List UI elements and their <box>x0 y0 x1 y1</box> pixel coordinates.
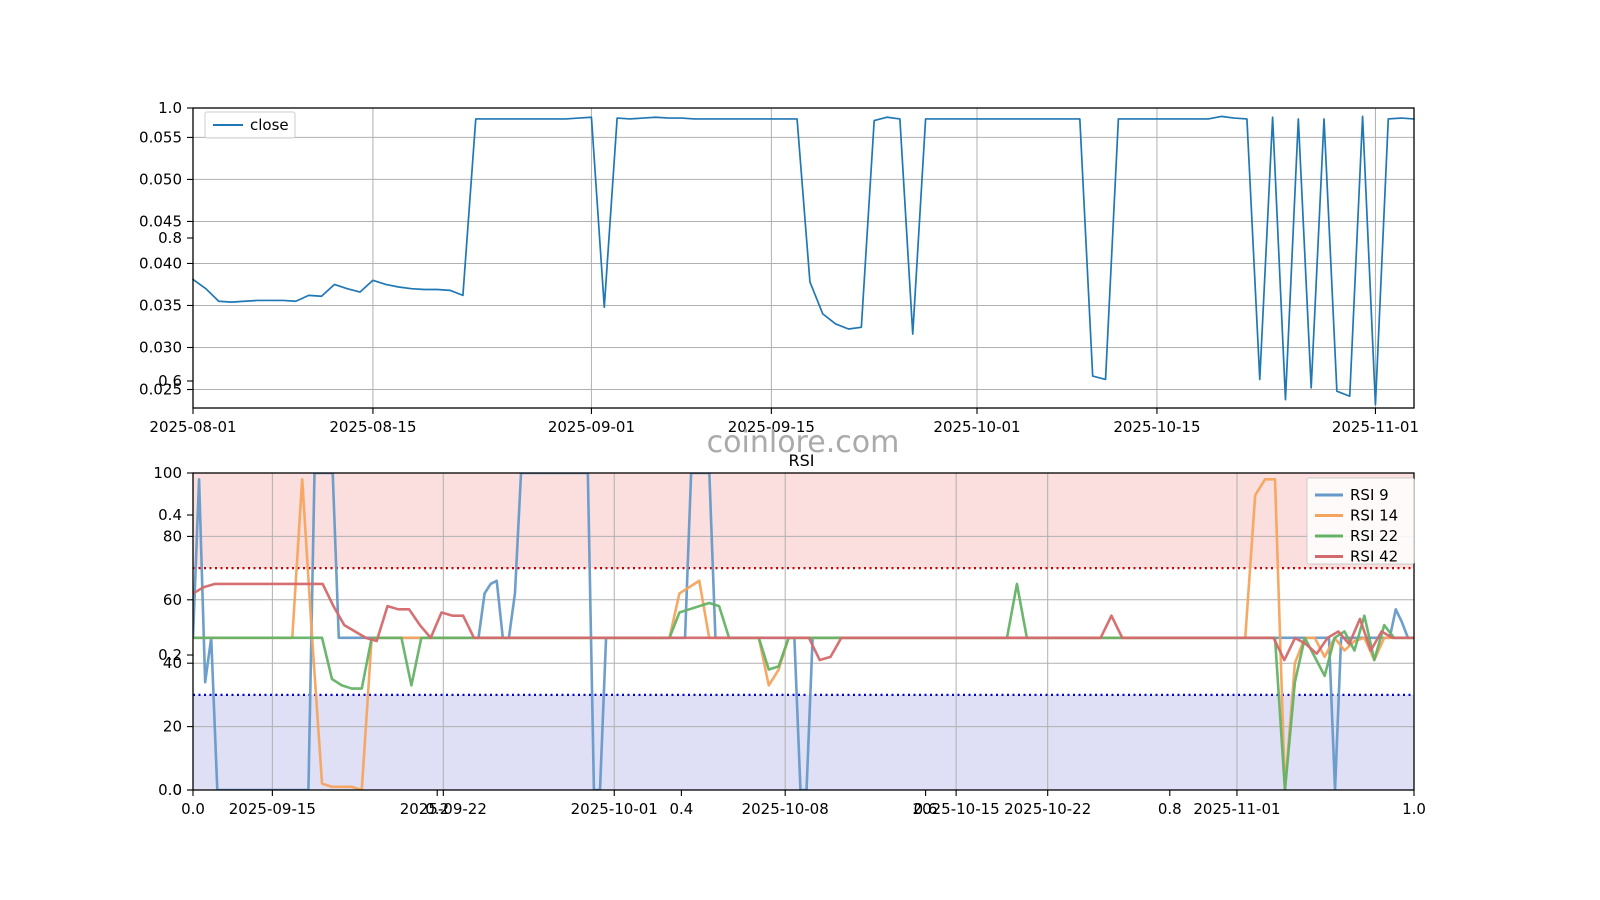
rsi-axes-frame <box>192 472 1415 791</box>
price-axes-frame <box>192 107 1415 409</box>
rsi-legend: RSI 9 RSI 14 RSI 22 RSI 42 <box>1306 477 1415 566</box>
rsi-legend-label-rsi-9: RSI 9 <box>1350 486 1389 504</box>
rsi-x-tick-label: 2025-10-08 <box>742 800 829 818</box>
rsi-y-secondary-tick-label: 0.0 <box>158 781 182 799</box>
price-x-tick-label: 2025-08-01 <box>149 418 236 436</box>
rsi-y-tick-label: 80 <box>163 527 182 545</box>
price-x-tick-label: 2025-10-01 <box>933 418 1020 436</box>
price-x-tick-label: 2025-09-01 <box>548 418 635 436</box>
rsi-panel-title: RSI <box>789 451 815 470</box>
rsi-x-secondary-tick-label: 0.6 <box>914 800 938 818</box>
rsi-y-secondary-tick-label: 0.4 <box>158 506 182 524</box>
rsi-x-secondary-tick-label: 1.0 <box>1402 800 1426 818</box>
rsi-x-secondary-tick-label: 0.8 <box>1158 800 1182 818</box>
price-y-tick-label: 0.035 <box>139 296 182 314</box>
price-y-secondary-tick-label: 0.8 <box>158 229 182 247</box>
price-y-tick-label: 0.040 <box>139 254 182 272</box>
price-x-tick-label: 2025-08-15 <box>329 418 416 436</box>
rsi-series-line-rsi-42 <box>193 582 1414 662</box>
rsi-y-tick-label: 100 <box>153 464 182 482</box>
price-x-tick-label: 2025-10-15 <box>1113 418 1200 436</box>
price-legend-label-close: close <box>250 116 289 134</box>
price-x-tick-label: 2025-11-01 <box>1332 418 1419 436</box>
rsi-x-tick-label: 2025-10-22 <box>1004 800 1091 818</box>
rsi-legend-label-rsi-14: RSI 14 <box>1350 507 1398 525</box>
price-panel: 0.055 0.050 0.045 0.040 0.035 0.030 0.025 1.0 0.… <box>139 99 1419 436</box>
rsi-panel: 100 80 60 40 20 0 0.4 0.2 0.0 2025-09-15 2025-09-2… <box>153 451 1426 818</box>
rsi-x-tick-label: 2025-10-15 <box>913 800 1000 818</box>
coinlore-watermark: coinlore.com <box>707 425 900 460</box>
rsi-x-secondary-tick-label: 0.2 <box>425 800 449 818</box>
price-x-tick-label: 2025-09-15 <box>728 418 815 436</box>
rsi-x-tick-label: 2025-10-01 <box>571 800 658 818</box>
price-legend-box <box>204 111 296 139</box>
rsi-shaded-band <box>193 694 1414 790</box>
rsi-y-tick-label: 20 <box>163 718 182 736</box>
rsi-legend-box <box>1306 477 1415 565</box>
price-y-secondary-tick-label: 1.0 <box>158 99 182 117</box>
price-y-tick-label: 0.055 <box>139 128 182 146</box>
price-close-line <box>192 115 1415 406</box>
rsi-x-tick-label: 2025-11-01 <box>1193 800 1280 818</box>
rsi-x-tick-label: 2025-09-22 <box>400 800 487 818</box>
rsi-y-tick-label: 40 <box>163 654 182 672</box>
price-y-secondary-tick-label: 0.6 <box>158 372 182 390</box>
price-y-tick-label: 0.050 <box>139 170 182 188</box>
rsi-legend-label-rsi-42: RSI 42 <box>1350 548 1398 566</box>
price-y-tick-label: 0.045 <box>139 212 182 230</box>
price-y-tick-label: 0.030 <box>139 338 182 356</box>
price-y-tick-label: 0.025 <box>139 381 182 399</box>
rsi-x-tick-label: 2025-09-15 <box>229 800 316 818</box>
price-legend: close <box>204 111 296 139</box>
rsi-legend-label-rsi-22: RSI 22 <box>1350 527 1398 545</box>
rsi-y-secondary-tick-label: 0.2 <box>158 646 182 664</box>
rsi-x-secondary-tick-label: 0.0 <box>181 800 205 818</box>
rsi-y-tick-label: 0 <box>172 781 182 799</box>
rsi-y-tick-label: 60 <box>163 591 182 609</box>
rsi-x-secondary-tick-label: 0.4 <box>669 800 693 818</box>
rsi-shaded-band <box>193 473 1414 569</box>
